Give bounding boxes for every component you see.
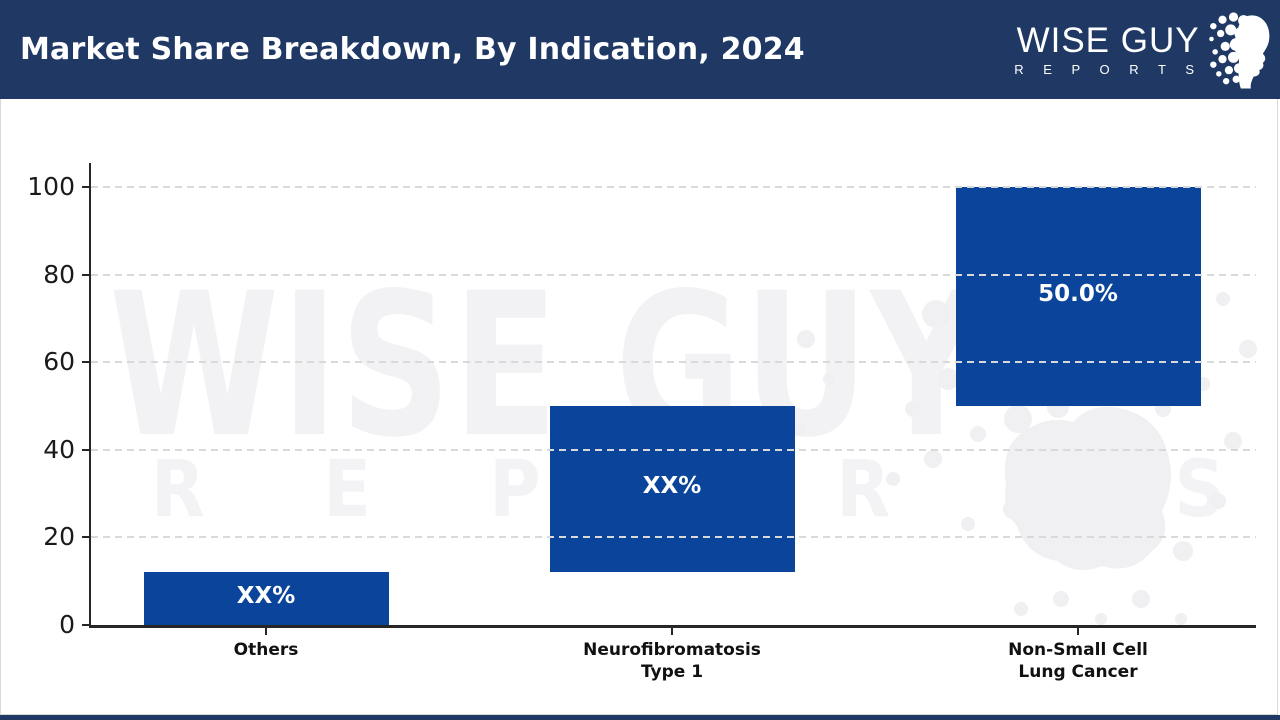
y-axis-tick-20 — [82, 536, 90, 539]
gridline-20 — [91, 536, 1256, 539]
gridline-60 — [91, 361, 1256, 364]
x-axis-label-2: Non-Small Cell Lung Cancer — [1008, 640, 1148, 683]
gridline-80 — [91, 273, 1256, 276]
wiseguy-logo: WISE GUY R E P O R T S — [1014, 6, 1272, 94]
y-axis-tick-100 — [82, 186, 90, 188]
logo-wordmark: WISE GUY — [1016, 21, 1200, 61]
y-axis-label-60: 60 — [43, 347, 75, 377]
logo-subtext: R E P O R T S — [1014, 61, 1202, 77]
bar-value-label-0: XX% — [236, 582, 296, 609]
y-axis-label-0: 0 — [59, 610, 75, 639]
y-axis-label-40: 40 — [43, 434, 75, 464]
y-axis-label-80: 80 — [43, 259, 75, 289]
y-axis-tick-60 — [82, 361, 90, 364]
logo-face-icon — [1209, 12, 1270, 89]
x-axis-tick-1 — [671, 627, 673, 635]
footer-bar — [0, 715, 1280, 720]
page-title: Market Share Breakdown, By Indication, 2… — [20, 32, 805, 67]
x-axis-label-1: Neurofibromatosis Type 1 — [583, 640, 761, 683]
x-axis-tick-0 — [265, 627, 267, 635]
bar-value-label-1: XX% — [642, 473, 702, 500]
bar-value-label-2: 50.0% — [1038, 280, 1118, 307]
bar-0 — [143, 572, 389, 625]
x-axis-spine — [89, 625, 1256, 628]
y-axis-tick-40 — [82, 448, 90, 451]
y-axis-label-100: 100 — [27, 172, 75, 201]
y-axis-tick-80 — [82, 273, 90, 276]
y-axis-spine — [89, 163, 91, 627]
bar-2 — [955, 187, 1201, 406]
gridline-100 — [91, 186, 1256, 188]
x-axis-label-0: Others — [233, 640, 299, 660]
y-axis-tick-0 — [82, 624, 90, 626]
header-bar: Market Share Breakdown, By Indication, 2… — [0, 0, 1280, 99]
logo-text: WISE GUY R E P O R T S — [1014, 21, 1202, 77]
x-axis-tick-2 — [1077, 627, 1079, 635]
watermark-wordmark: WISE GUY — [109, 250, 984, 481]
bar-1 — [549, 406, 795, 573]
y-axis-label-20: 20 — [43, 522, 75, 552]
gridline-40 — [91, 448, 1256, 451]
bar-chart-plot: 0 20 40 60 80 100 XX% Others XX% Neurofibromatosi… — [1, 99, 1277, 714]
